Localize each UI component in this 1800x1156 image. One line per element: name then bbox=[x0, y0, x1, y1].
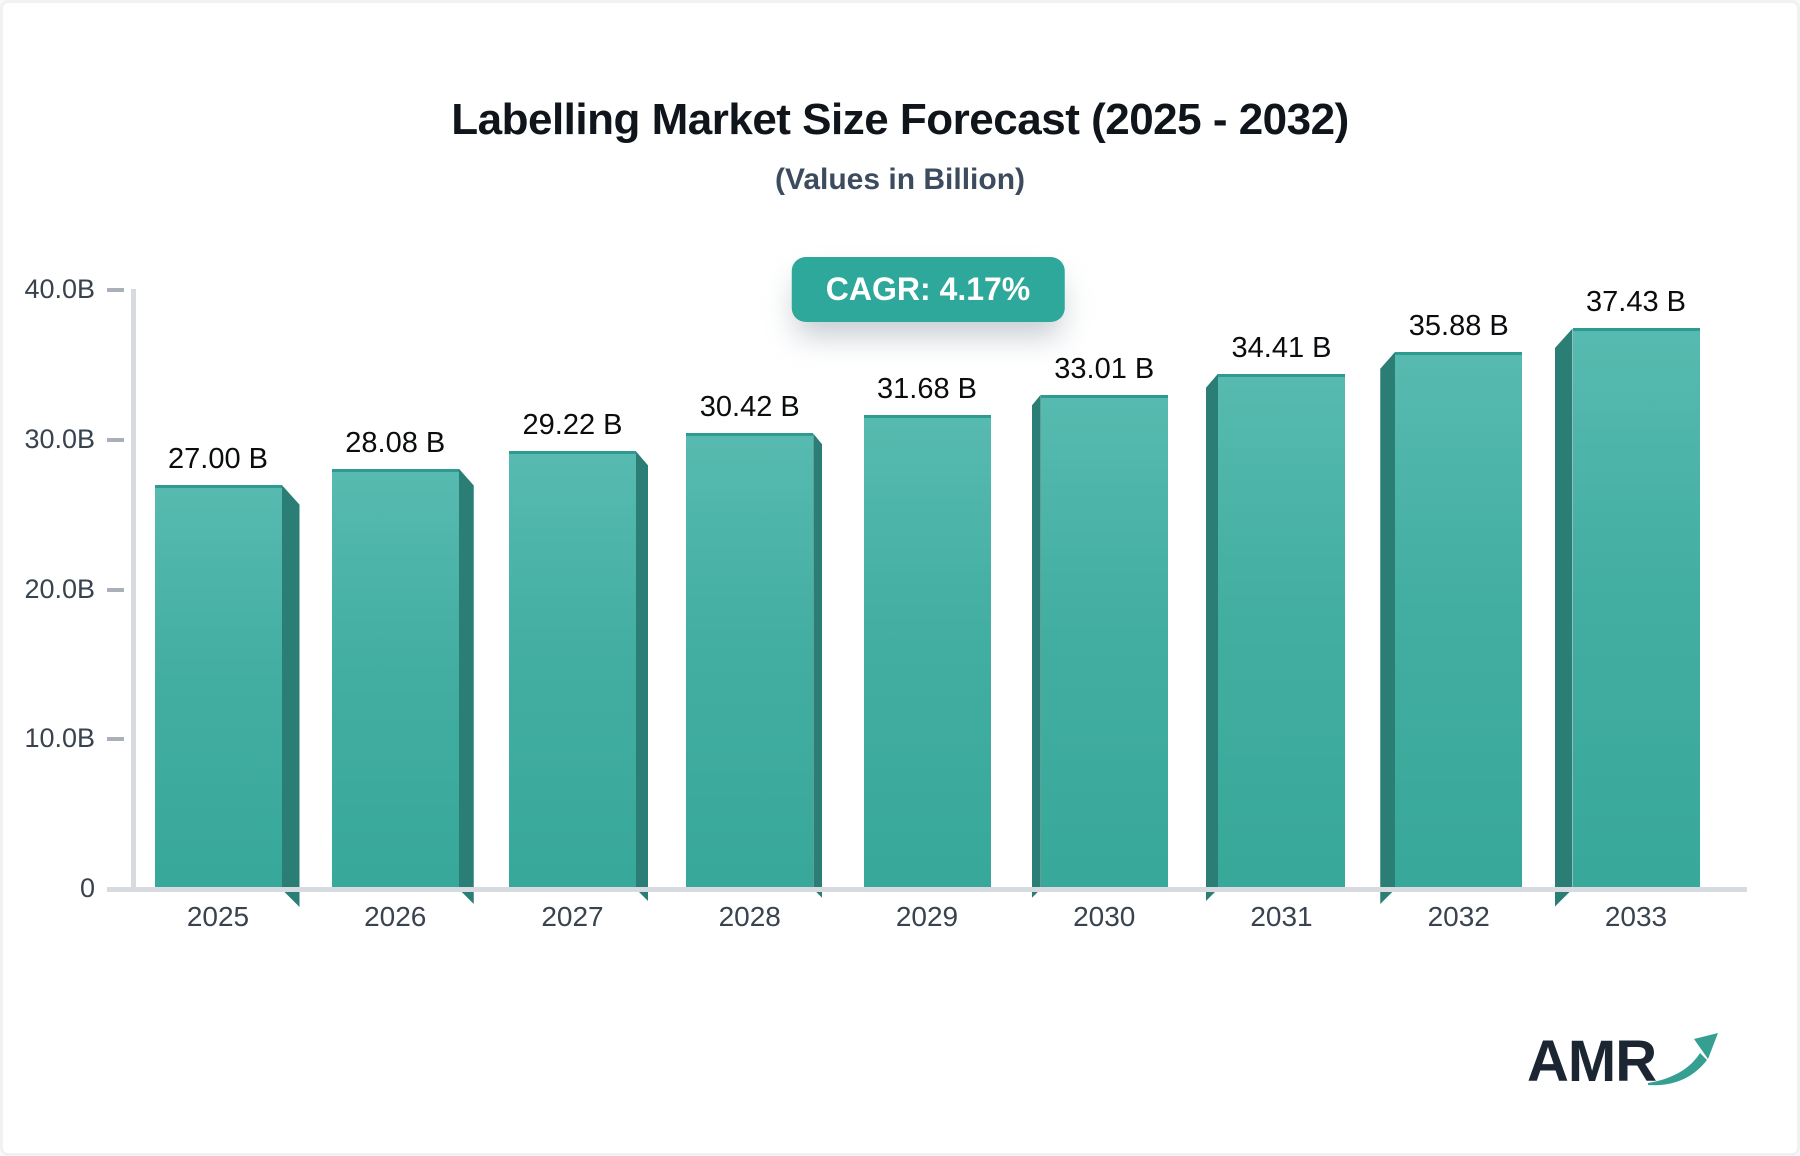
bar-2027 bbox=[509, 451, 636, 889]
bar-value-label-2033: 37.43 B bbox=[1586, 286, 1686, 319]
bar-value-label-2031: 34.41 B bbox=[1231, 331, 1332, 364]
bar-2025 bbox=[154, 484, 282, 889]
bar-value-label-2029: 31.68 B bbox=[877, 372, 977, 405]
bar-value-label-2025: 27.00 B bbox=[168, 442, 268, 475]
chart-title: Labelling Market Size Forecast (2025 - 2… bbox=[451, 95, 1349, 144]
x-axis-label-2033: 2033 bbox=[1604, 901, 1668, 932]
bar-value-label-2028: 30.42 B bbox=[699, 391, 800, 424]
x-axis-label-2027: 2027 bbox=[541, 901, 604, 932]
y-axis-label-4: 40.0B bbox=[24, 274, 95, 304]
bar-2033 bbox=[1572, 328, 1700, 889]
bar-3d-side-2030 bbox=[1031, 394, 1041, 898]
bar-value-label-2030: 33.01 B bbox=[1054, 352, 1155, 385]
x-axis-line bbox=[107, 887, 1747, 892]
bar-3d-side-2025 bbox=[281, 484, 300, 907]
bar-3d-side-2026 bbox=[458, 468, 474, 904]
bar-value-label-2032: 35.88 B bbox=[1408, 309, 1509, 342]
bar-2029 bbox=[863, 414, 991, 889]
bar-3d-side-2028 bbox=[813, 433, 823, 898]
x-axis-label-2032: 2032 bbox=[1427, 901, 1490, 932]
y-axis-tick-4 bbox=[107, 288, 124, 292]
bar-3d-side-2032 bbox=[1380, 351, 1396, 904]
amr-logo: AMR bbox=[1527, 1033, 1724, 1095]
bar-3d-side-2027 bbox=[636, 451, 648, 901]
x-axis-label-2026: 2026 bbox=[364, 901, 427, 932]
growth-arrow-icon bbox=[1648, 1033, 1719, 1086]
y-axis-label-1: 10.0B bbox=[24, 723, 95, 754]
x-axis-label-2028: 2028 bbox=[718, 901, 781, 932]
y-axis-line bbox=[131, 289, 136, 891]
y-axis-label-3: 30.0B bbox=[24, 423, 95, 454]
x-axis-label-2031: 2031 bbox=[1250, 901, 1313, 932]
x-axis-label-2025: 2025 bbox=[186, 901, 250, 932]
x-axis-label-2029: 2029 bbox=[895, 901, 959, 932]
y-axis-tick-1 bbox=[107, 737, 124, 742]
cagr-badge: CAGR: 4.17% bbox=[791, 257, 1065, 322]
bar-3d-side-2033 bbox=[1554, 328, 1573, 907]
chart-subtitle: (Values in Billion) bbox=[774, 163, 1026, 196]
bar-2031 bbox=[1218, 373, 1345, 889]
y-axis-label-2: 20.0B bbox=[24, 573, 95, 604]
x-axis-label-2030: 2030 bbox=[1073, 901, 1136, 932]
bar-value-label-2026: 28.08 B bbox=[345, 426, 446, 459]
bar-chart-plot-area: 0 10.0B 20.0B 30.0B 40.0B 27.00 B 2025 28.08 B 2… bbox=[3, 3, 1797, 1153]
bar-2026 bbox=[331, 468, 459, 889]
bar-2030 bbox=[1040, 394, 1168, 889]
y-axis-tick-2 bbox=[107, 587, 124, 592]
bar-3d-side-2031 bbox=[1206, 373, 1218, 901]
bar-value-label-2027: 29.22 B bbox=[522, 409, 623, 442]
y-axis-tick-3 bbox=[107, 437, 124, 442]
amr-logo-text: AMR bbox=[1527, 1029, 1657, 1094]
bar-2028 bbox=[686, 433, 814, 889]
bar-2032 bbox=[1395, 351, 1523, 889]
y-axis-label-0: 0 bbox=[79, 873, 95, 903]
